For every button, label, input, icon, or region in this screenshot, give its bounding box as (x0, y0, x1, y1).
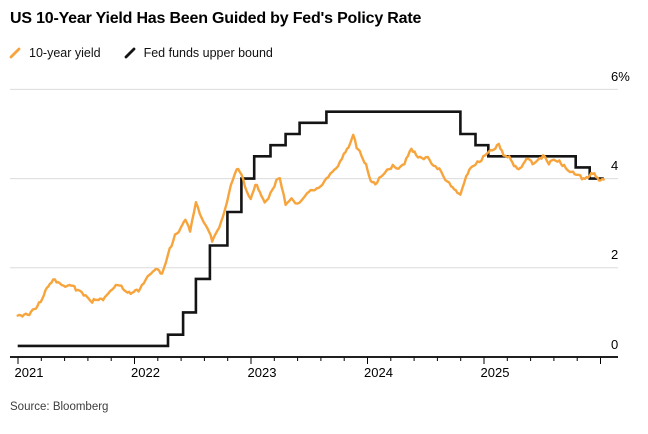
x-axis-label-2023: 2023 (247, 365, 277, 380)
chart-legend: 10-year yield Fed funds upper bound (8, 45, 295, 61)
source-text: Source: Bloomberg (10, 401, 109, 413)
page-title: US 10-Year Yield Has Been Guided by Fed'… (10, 10, 422, 27)
x-axis-label-2024: 2024 (364, 365, 393, 380)
y-axis-label-6: 6% (611, 68, 630, 84)
legend-label-fed-funds: Fed funds upper bound (143, 46, 273, 60)
fed-funds-slash-icon (123, 46, 137, 60)
legend-item-10-year-yield: 10-year yield (8, 46, 101, 60)
fed-funds-line (17, 110, 604, 348)
legend-item-fed-funds: Fed funds upper bound (123, 46, 273, 60)
ten-year-yield-line (16, 133, 605, 318)
x-axis-label-2022: 2022 (131, 365, 160, 380)
x-axis-label-2025: 2025 (480, 365, 510, 380)
legend-label-10-year-yield: 10-year yield (29, 46, 101, 60)
y-axis-label-2: 2 (611, 247, 619, 263)
y-axis-label-0: 0 (611, 336, 619, 352)
yield-slash-icon (8, 46, 22, 60)
y-axis-label-4: 4 (611, 158, 619, 174)
x-axis-label-2021: 2021 (14, 365, 44, 380)
